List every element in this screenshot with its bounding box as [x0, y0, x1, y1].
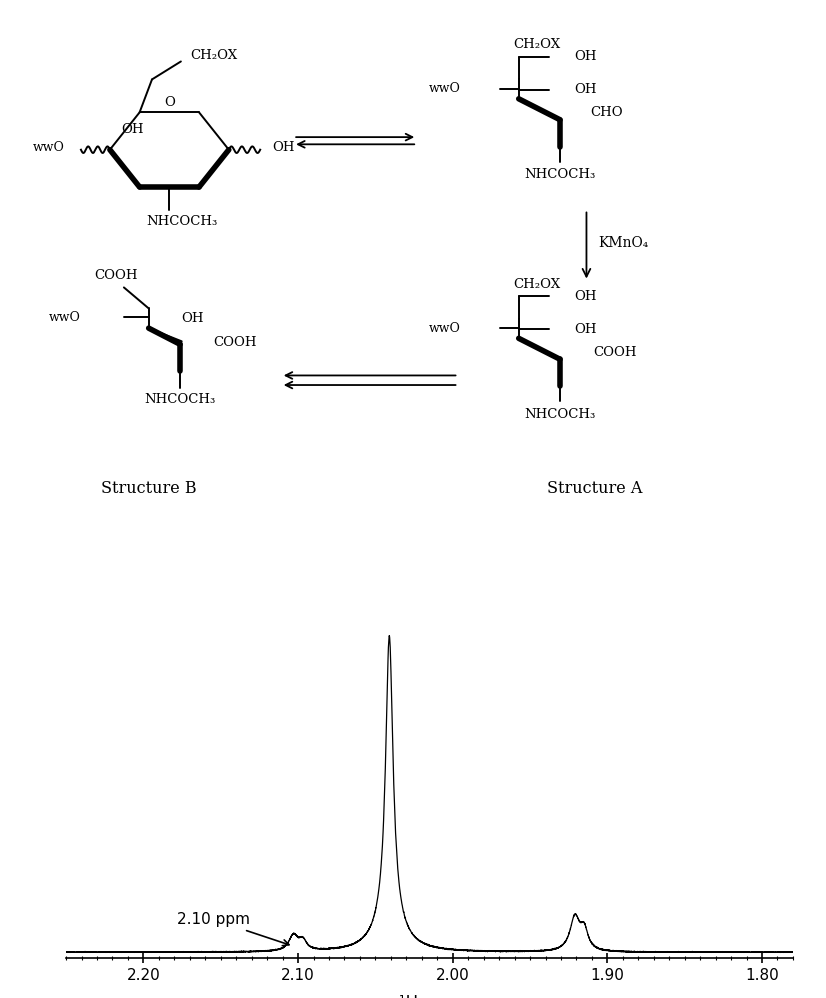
Text: NHCOCH₃: NHCOCH₃ — [525, 169, 596, 182]
Text: wwO: wwO — [429, 321, 461, 334]
Text: COOH: COOH — [94, 268, 137, 282]
Text: wwO: wwO — [429, 82, 461, 95]
Text: NHCOCH₃: NHCOCH₃ — [146, 216, 217, 229]
Text: OH: OH — [182, 312, 204, 325]
Text: CH₂OX: CH₂OX — [513, 38, 561, 52]
Text: OH: OH — [574, 83, 596, 97]
Text: OH: OH — [574, 322, 596, 336]
Text: CH₂OX: CH₂OX — [513, 277, 561, 291]
Text: OH: OH — [574, 289, 596, 303]
Text: COOH: COOH — [593, 345, 637, 358]
Text: Structure A: Structure A — [547, 479, 643, 497]
Text: Structure B: Structure B — [101, 479, 197, 497]
Text: NHCOCH₃: NHCOCH₃ — [145, 393, 216, 406]
Text: 2.10 ppm: 2.10 ppm — [177, 912, 289, 946]
Text: CHO: CHO — [591, 106, 623, 119]
Text: OH: OH — [272, 141, 294, 154]
Text: wwO: wwO — [49, 310, 81, 324]
X-axis label: ¹H ppm: ¹H ppm — [399, 994, 460, 998]
Text: COOH: COOH — [213, 336, 257, 349]
Text: wwO: wwO — [32, 141, 64, 154]
Text: OH: OH — [574, 50, 596, 64]
Text: O: O — [164, 96, 175, 109]
Text: CH₂OX: CH₂OX — [190, 49, 238, 62]
Text: KMnO₄: KMnO₄ — [599, 236, 648, 250]
Text: OH: OH — [121, 123, 145, 136]
Text: NHCOCH₃: NHCOCH₃ — [525, 408, 596, 421]
